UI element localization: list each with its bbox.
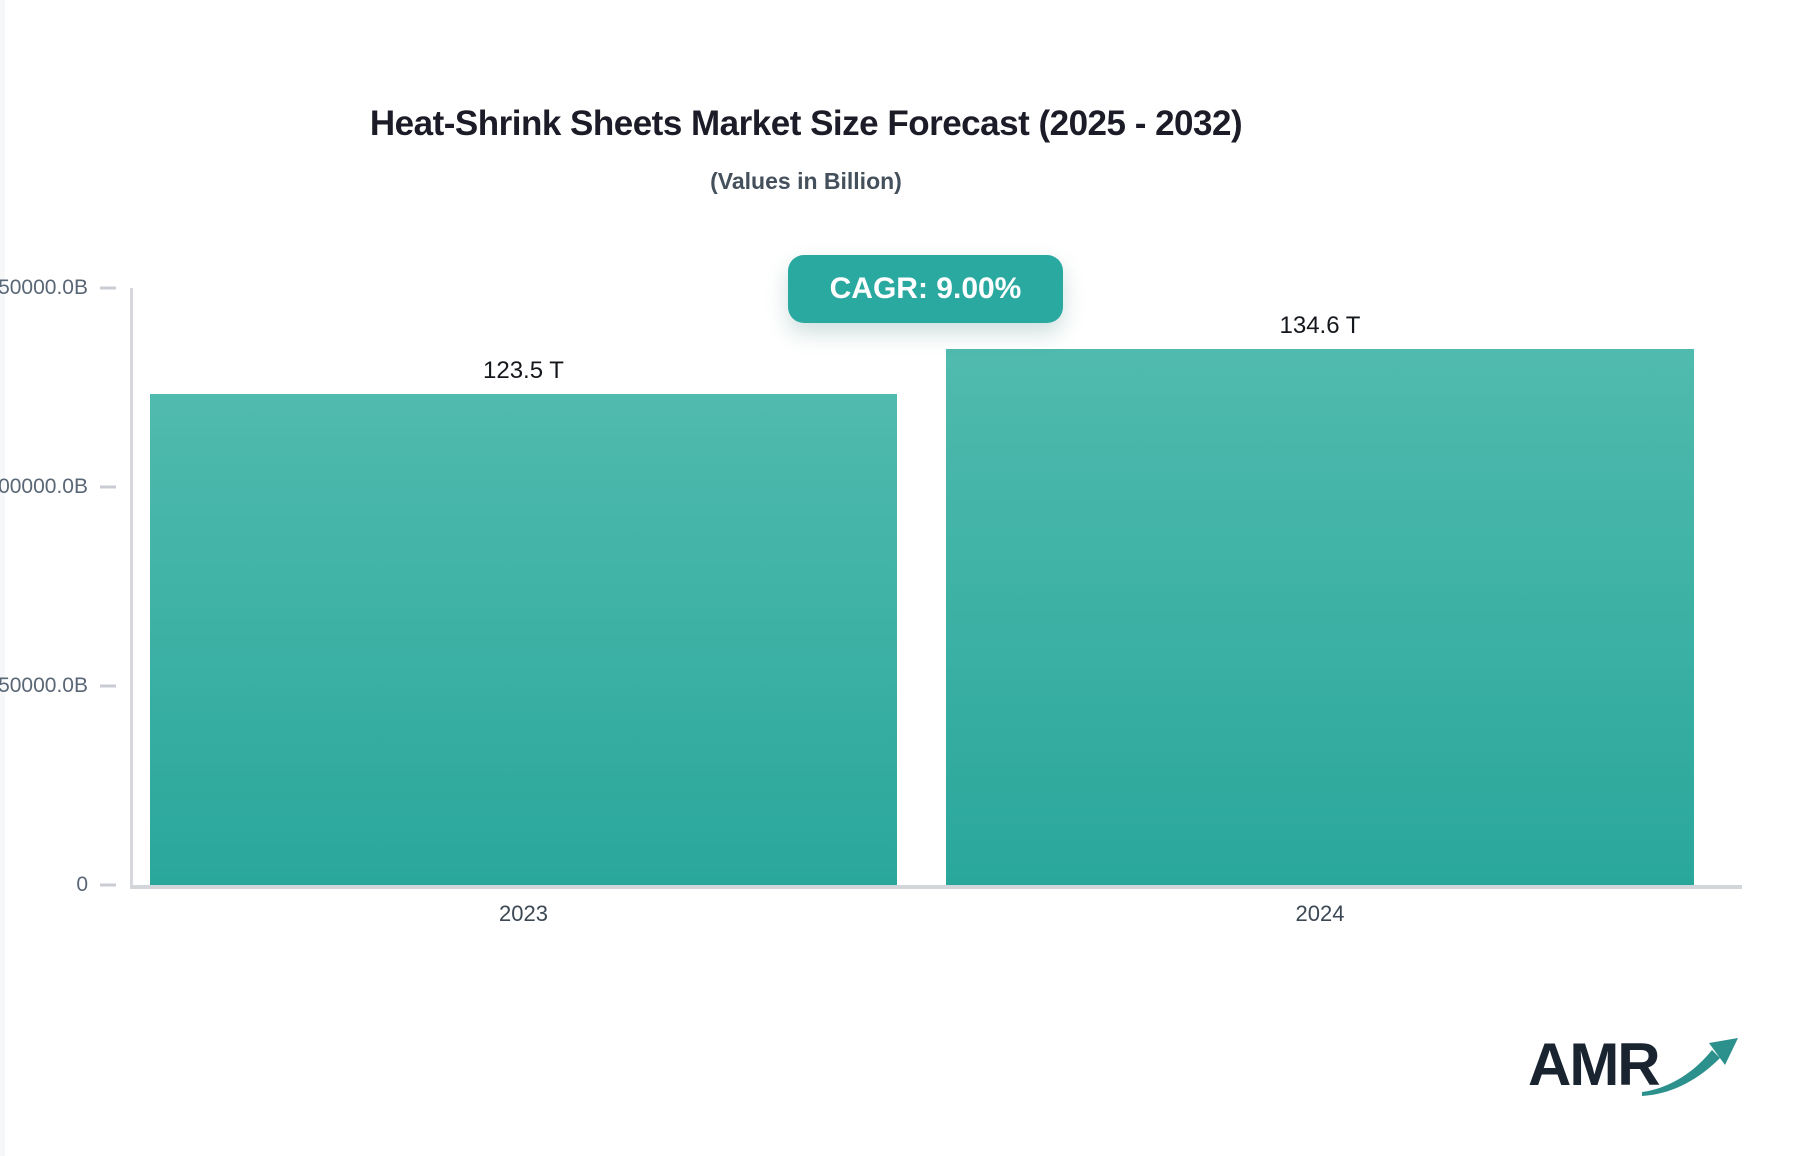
y-tick-mark: [100, 286, 116, 290]
amr-logo-text: AMR: [1528, 1031, 1661, 1098]
bar-value-label-2023: 123.5 T: [483, 356, 564, 384]
y-axis-line: [130, 288, 133, 885]
cagr-badge-label: CAGR: 9.00%: [829, 272, 1022, 305]
y-axis-label-0: 0: [76, 873, 88, 896]
y-axis-label-150000: 150000.0B: [0, 276, 88, 299]
bar-value-label-2024: 134.6 T: [1279, 312, 1361, 340]
y-axis-label-100000: 100000.0B: [0, 475, 88, 498]
x-axis-line: [130, 885, 1742, 889]
y-tick-mark: [100, 684, 116, 688]
bar-group-2023: 123.5 T: [150, 356, 897, 885]
cagr-badge: CAGR: 9.00%: [788, 255, 1063, 323]
x-axis-label-2024: 2024: [1295, 901, 1345, 926]
chart-subtitle: (Values in Billion): [710, 168, 902, 194]
bar-2024[interactable]: [946, 349, 1694, 885]
y-tick-mark: [100, 883, 116, 887]
amr-logo: AMR: [1528, 1030, 1738, 1110]
bar-2023[interactable]: [150, 393, 897, 885]
chart-title: Heat-Shrink Sheets Market Size Forecast …: [369, 104, 1243, 143]
x-axis-label-2023: 2023: [499, 901, 548, 926]
amr-logo-arrow-icon: [1642, 1038, 1738, 1096]
y-axis-label-50000: 50000.0B: [0, 674, 88, 697]
bar-group-2024: 134.6 T: [946, 312, 1694, 885]
y-tick-mark: [100, 485, 116, 489]
page-edge-strip: [0, 0, 5, 1156]
